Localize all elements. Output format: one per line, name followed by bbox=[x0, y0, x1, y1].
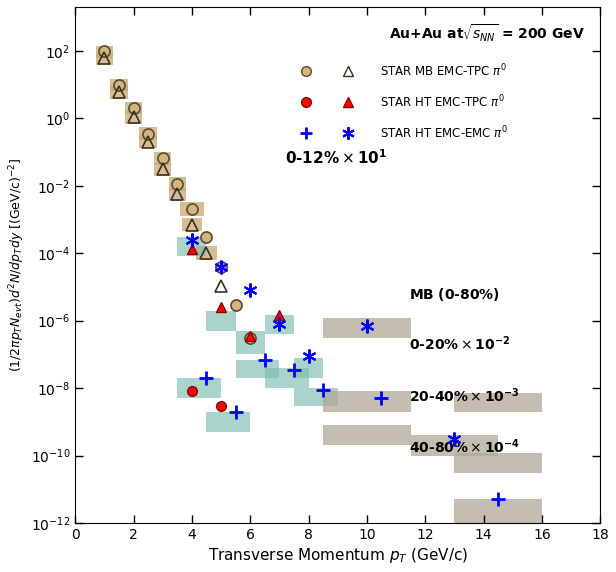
Y-axis label: $(1/2\pi p_T N_{evt})d^2N/dp_T dy$ [(GeV/c)$^{-2}$]: $(1/2\pi p_T N_{evt})d^2N/dp_T dy$ [(GeV… bbox=[7, 158, 26, 372]
Text: $\mathbf{20}$-$\mathbf{40\%} \times \mathbf{10^{-3}}$: $\mathbf{20}$-$\mathbf{40\%} \times \mat… bbox=[408, 386, 519, 405]
X-axis label: Transverse Momentum $p_T$ (GeV/c): Transverse Momentum $p_T$ (GeV/c) bbox=[208, 546, 468, 565]
Text: STAR HT EMC-TPC $\pi^0$: STAR HT EMC-TPC $\pi^0$ bbox=[379, 94, 505, 111]
Text: $\mathbf{40}$-$\mathbf{80\%} \times \mathbf{10^{-4}}$: $\mathbf{40}$-$\mathbf{80\%} \times \mat… bbox=[408, 438, 520, 456]
Text: Au+Au at$\sqrt{s_{NN}}$ = 200 GeV: Au+Au at$\sqrt{s_{NN}}$ = 200 GeV bbox=[389, 22, 585, 44]
Text: STAR HT EMC-EMC $\pi^0$: STAR HT EMC-EMC $\pi^0$ bbox=[379, 125, 508, 142]
Text: $\mathbf{0}$-$\mathbf{20\%} \times \mathbf{10^{-2}}$: $\mathbf{0}$-$\mathbf{20\%} \times \math… bbox=[408, 335, 509, 353]
Text: STAR MB EMC-TPC $\pi^0$: STAR MB EMC-TPC $\pi^0$ bbox=[379, 63, 507, 80]
Text: $\mathbf{MB\ (0}$-$\mathbf{80\%)}$: $\mathbf{MB\ (0}$-$\mathbf{80\%)}$ bbox=[408, 285, 500, 303]
Text: $\mathbf{0}$-$\mathbf{12\%} \times \mathbf{10^1}$: $\mathbf{0}$-$\mathbf{12\%} \times \math… bbox=[285, 149, 387, 168]
